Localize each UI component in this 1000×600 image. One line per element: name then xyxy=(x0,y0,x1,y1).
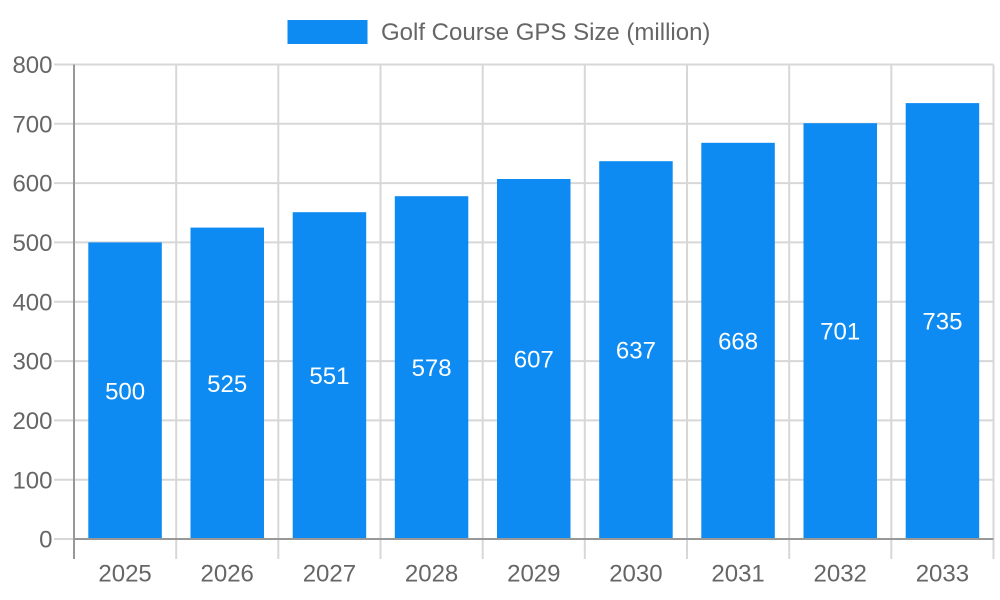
svg-text:2025: 2025 xyxy=(98,561,151,588)
svg-text:2026: 2026 xyxy=(201,561,254,588)
svg-text:2033: 2033 xyxy=(916,561,969,588)
svg-text:400: 400 xyxy=(12,289,52,316)
svg-text:100: 100 xyxy=(12,467,52,494)
svg-text:525: 525 xyxy=(207,371,247,398)
svg-text:735: 735 xyxy=(922,309,962,336)
svg-text:0: 0 xyxy=(39,527,52,554)
svg-text:2032: 2032 xyxy=(814,561,867,588)
svg-text:2030: 2030 xyxy=(609,561,662,588)
svg-text:2027: 2027 xyxy=(303,561,356,588)
svg-text:2028: 2028 xyxy=(405,561,458,588)
svg-text:500: 500 xyxy=(105,378,145,405)
svg-text:2029: 2029 xyxy=(507,561,560,588)
svg-text:701: 701 xyxy=(820,319,860,346)
svg-text:500: 500 xyxy=(12,230,52,257)
svg-text:2031: 2031 xyxy=(711,561,764,588)
svg-text:800: 800 xyxy=(12,52,52,79)
svg-text:668: 668 xyxy=(718,329,758,356)
svg-text:637: 637 xyxy=(616,338,656,365)
svg-text:300: 300 xyxy=(12,349,52,376)
svg-text:551: 551 xyxy=(309,363,349,390)
svg-text:Golf Course GPS Size (million): Golf Course GPS Size (million) xyxy=(381,19,710,46)
svg-text:200: 200 xyxy=(12,408,52,435)
svg-text:600: 600 xyxy=(12,171,52,198)
svg-text:700: 700 xyxy=(12,111,52,138)
svg-text:607: 607 xyxy=(514,347,554,374)
svg-text:578: 578 xyxy=(412,355,452,382)
